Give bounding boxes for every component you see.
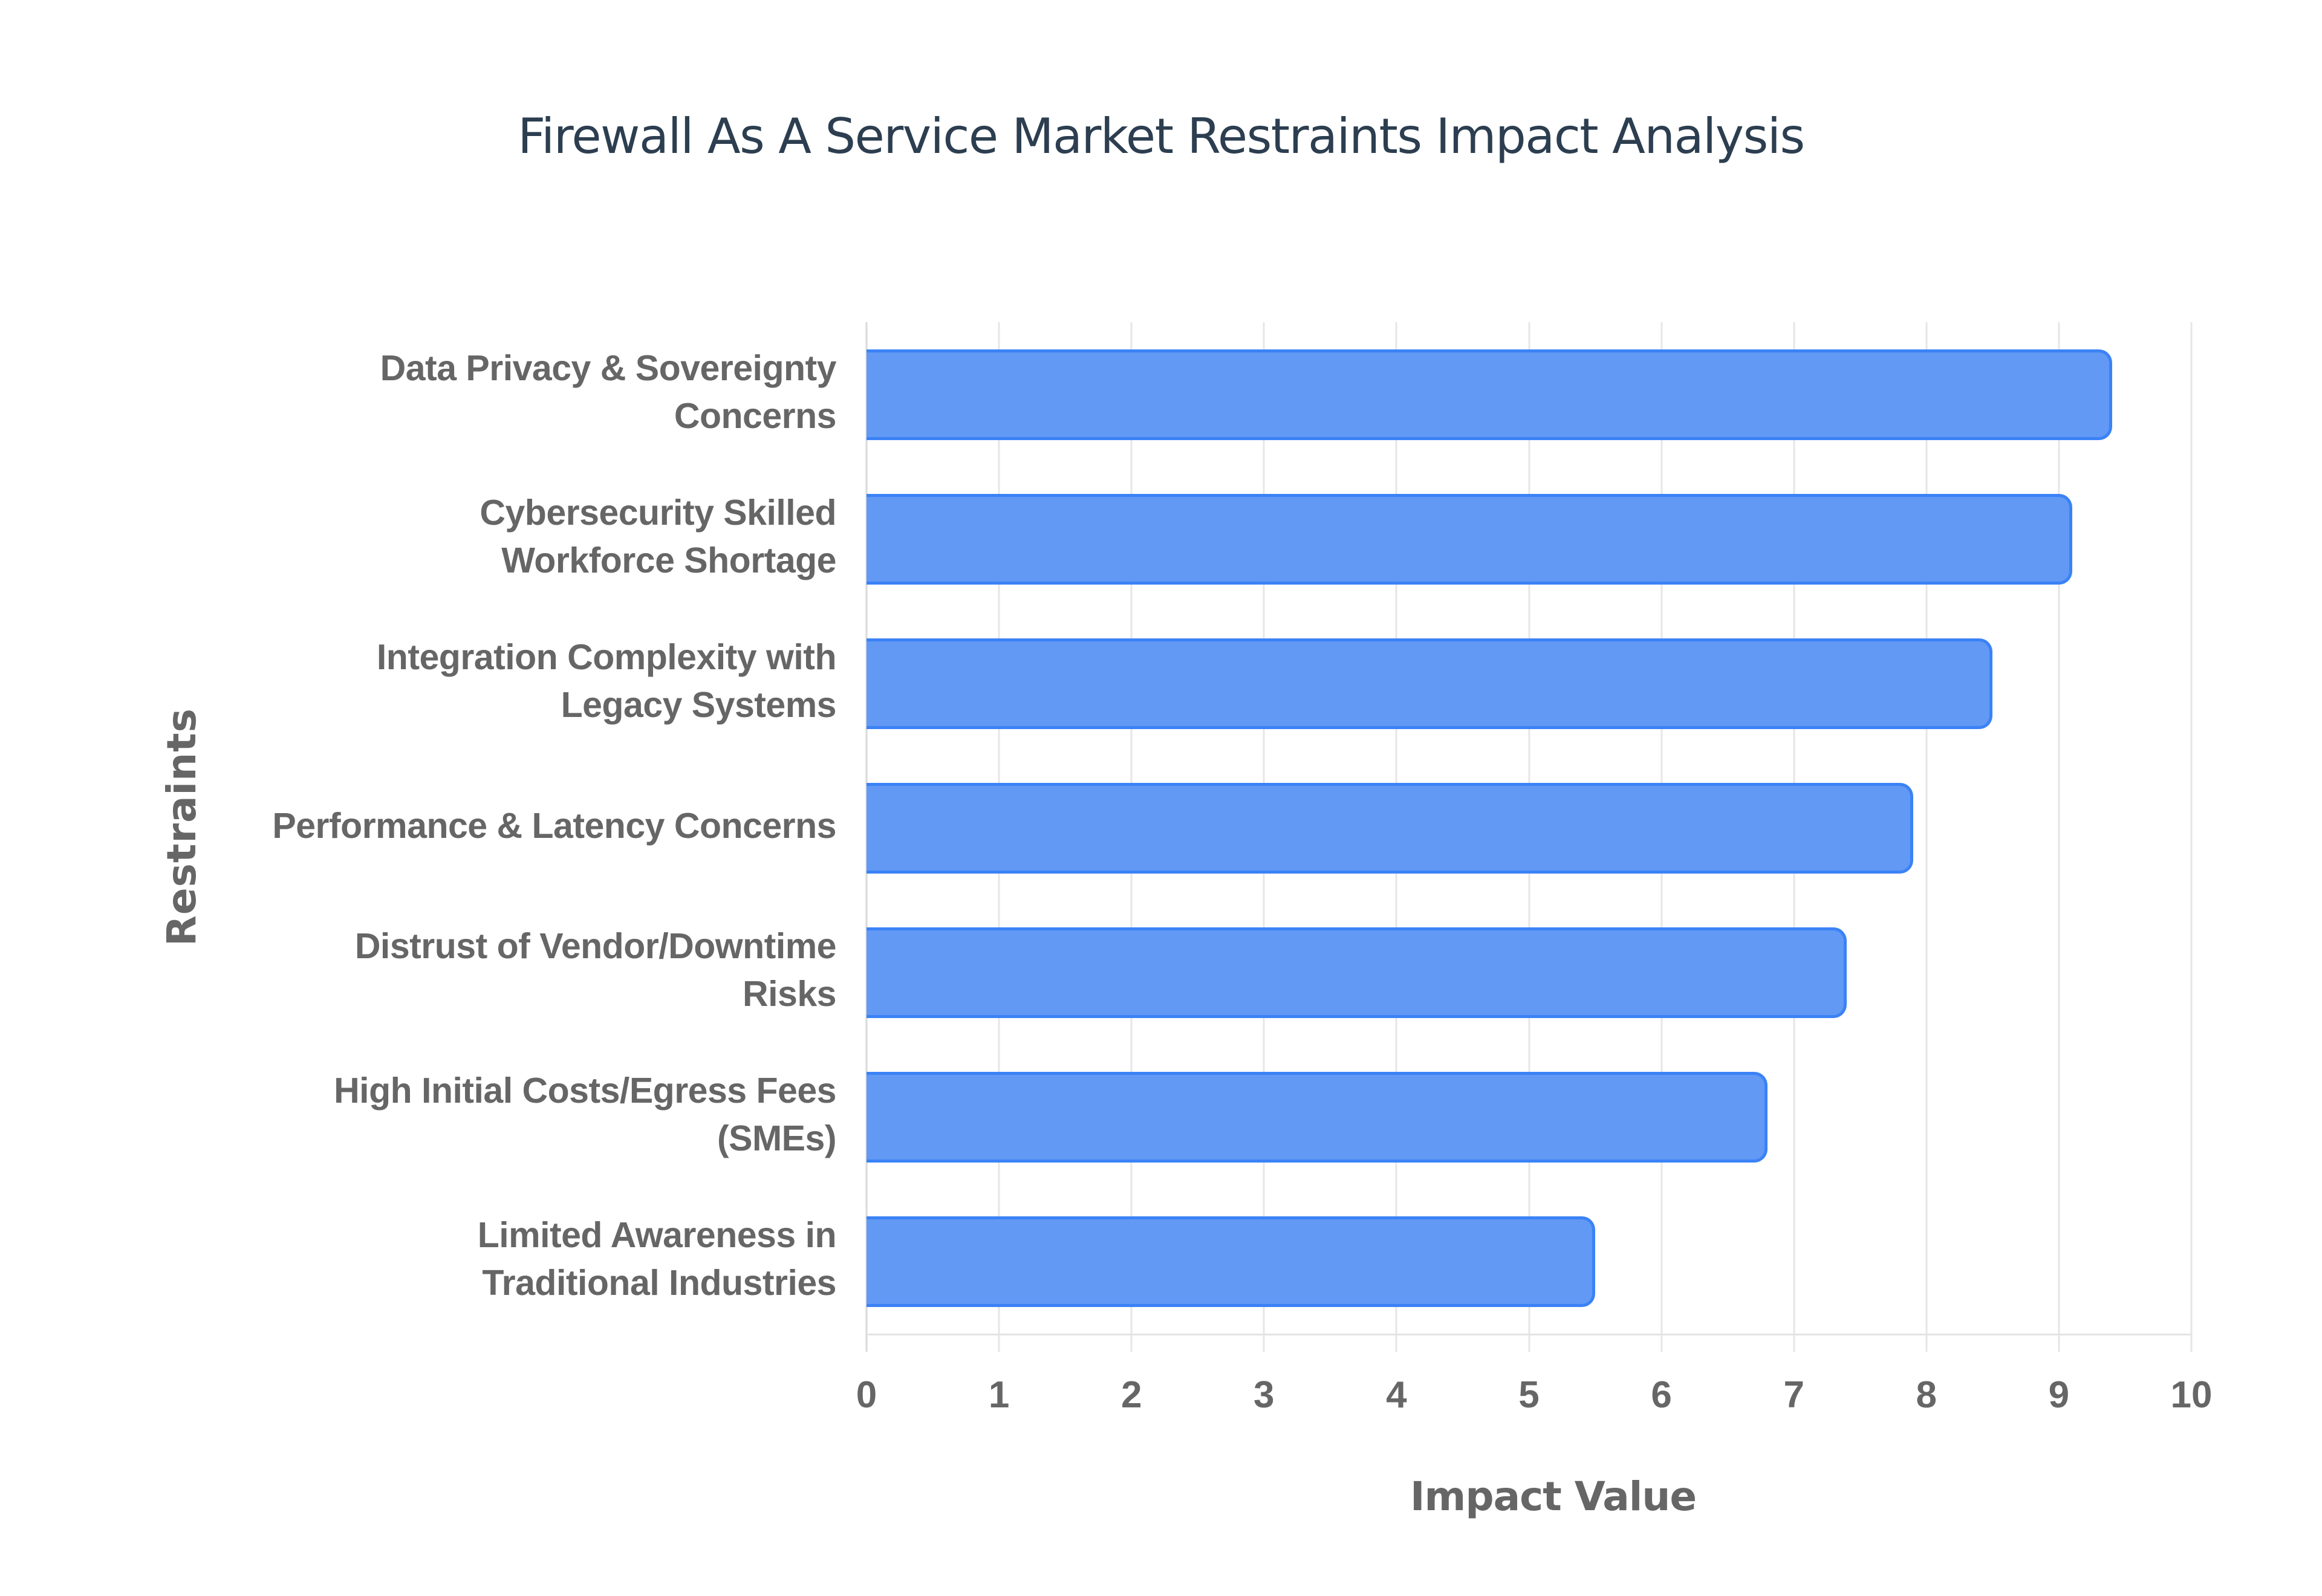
y-tick-label-line: Cybersecurity Skilled <box>480 492 836 533</box>
y-tick-label-line: Risks <box>743 974 836 1014</box>
y-tick-label: High Initial Costs/Egress Fees (SMEs) <box>171 1067 836 1163</box>
gridline <box>1925 322 1928 1352</box>
y-tick-label-line: Legacy Systems <box>561 684 837 725</box>
bar[interactable] <box>867 927 1847 1019</box>
y-tick-label-line: (SMEs) <box>717 1118 836 1159</box>
y-tick-label: Cybersecurity Skilled Workforce Shortage <box>171 489 836 585</box>
y-tick-label-line: Distrust of Vendor/Downtime <box>354 926 837 967</box>
y-tick-label: Data Privacy & Sovereignty Concerns <box>171 345 837 440</box>
bar[interactable] <box>867 493 2072 585</box>
y-tick-label: Distrust of Vendor/Downtime Risks <box>171 923 837 1018</box>
bar[interactable] <box>867 1216 1596 1308</box>
x-tick-label: 7 <box>1783 1374 1804 1416</box>
x-tick-label: 1 <box>988 1374 1010 1416</box>
x-tick-label: 2 <box>1120 1374 1142 1416</box>
y-tick-label-line: Data Privacy & Sovereignty <box>380 348 837 388</box>
gridline <box>2190 322 2193 1352</box>
x-axis-title: Impact Value <box>1410 1473 1697 1520</box>
y-tick-label-line: Traditional Industries <box>482 1263 836 1303</box>
x-tick-label: 3 <box>1254 1374 1275 1416</box>
x-tick-label: 6 <box>1651 1374 1672 1416</box>
bar[interactable] <box>867 349 2112 440</box>
x-tick-label: 9 <box>2048 1374 2070 1416</box>
y-tick-label: Performance & Latency Concerns <box>171 802 836 850</box>
gridline <box>2058 322 2060 1352</box>
bar[interactable] <box>867 1072 1768 1163</box>
x-axis-line <box>867 1334 2191 1335</box>
x-tick-label: 5 <box>1518 1374 1540 1416</box>
bar[interactable] <box>867 638 1993 729</box>
y-tick-label-line: Concerns <box>674 395 837 436</box>
x-tick-label: 0 <box>856 1374 877 1416</box>
y-tick-label-line: Performance & Latency Concerns <box>272 805 836 846</box>
y-tick-label: Integration Complexity with Legacy System… <box>171 634 837 729</box>
x-tick-label: 10 <box>2170 1374 2213 1416</box>
y-tick-label-line: High Initial Costs/Egress Fees <box>334 1071 836 1111</box>
plot-area <box>865 322 2193 1352</box>
y-tick-label-line: Integration Complexity with <box>376 637 837 677</box>
chart-title: Firewall As A Service Market Restraints … <box>518 108 1805 164</box>
y-tick-label-line: Limited Awareness in <box>477 1215 837 1256</box>
x-tick-label: 4 <box>1386 1374 1407 1416</box>
y-tick-label: Limited Awareness in Traditional Industri… <box>171 1212 837 1307</box>
y-tick-label-line: Workforce Shortage <box>501 540 836 580</box>
bar[interactable] <box>867 783 1913 874</box>
x-tick-label: 8 <box>1916 1374 1937 1416</box>
